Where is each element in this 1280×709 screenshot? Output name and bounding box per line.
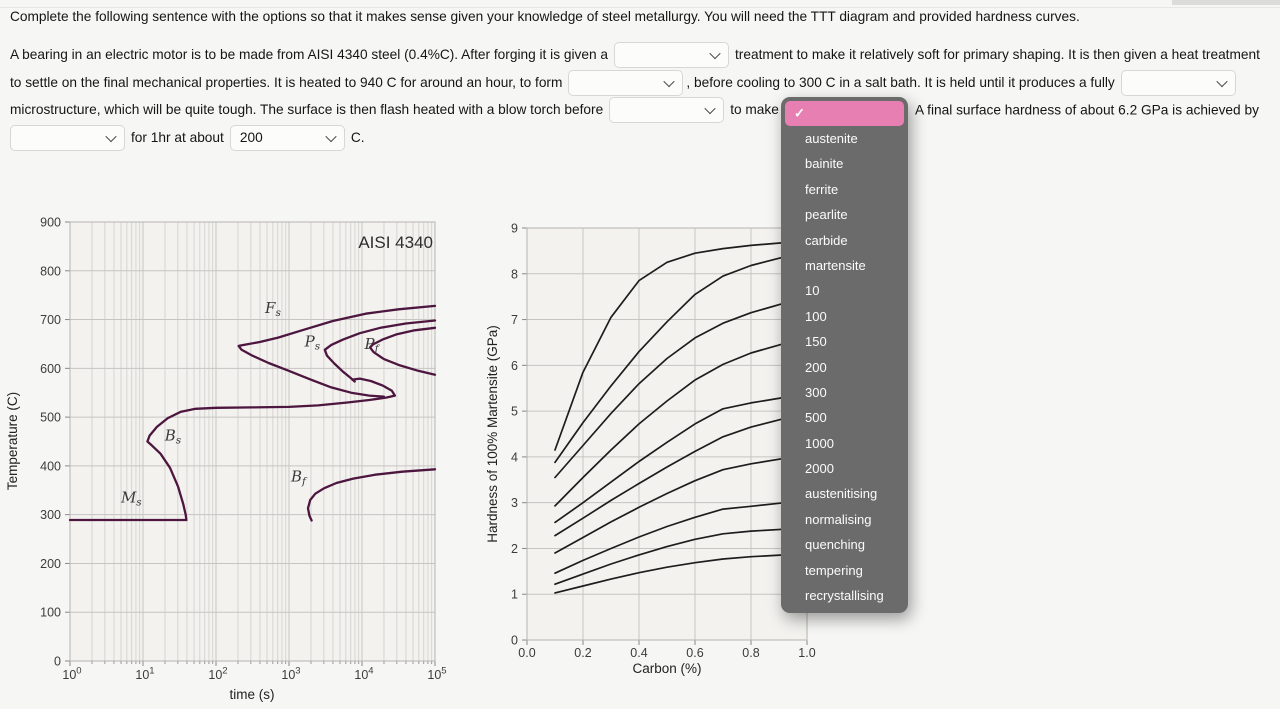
dropdown-option[interactable]: tempering — [805, 562, 863, 578]
svg-text:7: 7 — [511, 313, 518, 327]
sentence-line-3: to settle on the final mechanical proper… — [10, 69, 1280, 96]
select-surface-treatment[interactable] — [609, 96, 725, 123]
dropdown-option[interactable]: 150 — [805, 334, 827, 350]
svg-text:105: 105 — [427, 666, 446, 683]
dropdown-menu: ✓ austenite bainite ferrite pearlite carbide m… — [781, 97, 908, 614]
dropdown-option[interactable]: normalising — [805, 511, 872, 527]
svg-text:1.0: 1.0 — [798, 646, 815, 660]
svg-text:5: 5 — [511, 405, 518, 419]
dropdown-option[interactable]: recrystallising — [805, 588, 884, 604]
dropdown-option[interactable]: martensite — [805, 257, 866, 273]
svg-text:100: 100 — [40, 606, 61, 620]
line4-text-after: A final surface hardness of about 6.2 GP… — [915, 102, 1259, 117]
svg-text:time (s): time (s) — [230, 687, 275, 702]
svg-text:0.6: 0.6 — [686, 646, 703, 660]
svg-text:200: 200 — [40, 557, 61, 571]
dropdown-option[interactable]: carbide — [805, 232, 848, 248]
svg-text:103: 103 — [281, 666, 300, 683]
chevron-down-icon — [704, 102, 716, 114]
dropdown-option[interactable]: pearlite — [805, 207, 848, 223]
svg-text:4: 4 — [511, 450, 518, 464]
svg-text:Carbon (%): Carbon (%) — [632, 661, 701, 676]
dropdown-option[interactable]: ferrite — [805, 181, 839, 197]
svg-text:101: 101 — [135, 666, 154, 683]
svg-text:104: 104 — [354, 666, 373, 683]
select-phase-at-940c[interactable] — [568, 69, 684, 96]
dropdown-option[interactable]: 100 — [805, 308, 827, 324]
dropdown-option[interactable]: quenching — [805, 537, 865, 553]
svg-text:100: 100 — [62, 666, 81, 683]
svg-text:Ms: Ms — [120, 488, 142, 508]
svg-text:Bs: Bs — [164, 427, 182, 447]
svg-text:Temperature (C): Temperature (C) — [5, 392, 20, 490]
svg-text:102: 102 — [208, 666, 227, 683]
svg-text:900: 900 — [40, 216, 61, 230]
select-final-process[interactable] — [10, 124, 125, 151]
selected-temperature-value: 200 — [239, 130, 263, 145]
dropdown-option[interactable]: 2000 — [805, 461, 834, 477]
checkmark-icon: ✓ — [794, 105, 805, 121]
top-scrollbar-fragment[interactable] — [1172, 0, 1280, 5]
line3-text-after: , before cooling to 300 C in a salt bath… — [686, 75, 1115, 90]
svg-text:0.2: 0.2 — [574, 646, 591, 660]
dropdown-option[interactable]: 300 — [805, 384, 827, 400]
svg-text:500: 500 — [40, 411, 61, 425]
line5-text-mid: for 1hr at about — [131, 130, 224, 145]
select-fully-microstructure[interactable] — [1120, 69, 1236, 96]
svg-text:8: 8 — [511, 267, 518, 281]
dropdown-option[interactable]: austenite — [805, 131, 858, 146]
hardness-chart: 0.0 0.2 0.4 0.6 0.8 1.0 0 1 2 3 4 5 6 7 8 9 Carbon (%) Ha… — [485, 222, 816, 677]
select-pretreatment[interactable] — [613, 41, 729, 68]
svg-text:6: 6 — [511, 359, 518, 373]
svg-text:AISI 4340: AISI 4340 — [358, 233, 433, 252]
svg-text:1: 1 — [511, 588, 518, 602]
dropdown-option[interactable]: bainite — [805, 156, 844, 172]
instruction-text: Complete the following sentence with the… — [10, 9, 1080, 24]
svg-text:Pf: Pf — [363, 335, 380, 355]
svg-text:0: 0 — [54, 655, 61, 669]
dropdown-option[interactable]: 500 — [805, 410, 827, 426]
svg-text:300: 300 — [40, 508, 61, 522]
svg-text:Hardness of 100% Martensite (G: Hardness of 100% Martensite (GPa) — [485, 325, 500, 543]
svg-text:3: 3 — [511, 496, 518, 510]
line2-text-before: A bearing in an electric motor is to be … — [10, 47, 608, 62]
dropdown-option-selected-blank[interactable]: ✓ — [785, 101, 904, 126]
chevron-down-icon — [709, 47, 721, 59]
select-temperature[interactable]: 200 — [229, 124, 345, 151]
svg-text:2: 2 — [511, 542, 518, 556]
svg-text:0: 0 — [511, 634, 518, 648]
sentence-line-5: for 1hr at about 200 C. — [10, 124, 1280, 151]
svg-text:9: 9 — [511, 222, 518, 236]
svg-text:0.8: 0.8 — [742, 646, 759, 660]
line4-text-mid: to make — [730, 102, 779, 117]
chevron-down-icon — [105, 130, 117, 142]
svg-text:600: 600 — [40, 362, 61, 376]
sentence-line-4: microstructure, which will be quite toug… — [10, 96, 1280, 123]
line5-text-end: C. — [350, 130, 365, 145]
dropdown-option[interactable]: 1000 — [805, 435, 834, 451]
dropdown-option[interactable]: austenitising — [805, 486, 878, 502]
svg-text:Bf: Bf — [290, 467, 308, 487]
svg-text:0.4: 0.4 — [630, 646, 647, 660]
svg-text:400: 400 — [40, 459, 61, 473]
chevron-down-icon — [663, 75, 676, 87]
line4-text-before: microstructure, which will be quite toug… — [10, 102, 604, 117]
chevron-down-icon — [325, 130, 337, 142]
chevron-down-icon — [1216, 75, 1228, 87]
svg-text:0.0: 0.0 — [518, 646, 535, 660]
sentence-line-2: A bearing in an electric motor is to be … — [10, 41, 1280, 68]
top-divider — [0, 7, 1280, 8]
svg-text:Ps: Ps — [304, 332, 321, 352]
line3-text-before: to settle on the final mechanical proper… — [10, 75, 563, 90]
svg-text:700: 700 — [40, 313, 61, 327]
dropdown-option[interactable]: 10 — [805, 283, 820, 299]
svg-text:Fs: Fs — [264, 299, 281, 319]
line2-text-after: treatment to make it relatively soft for… — [734, 47, 1260, 62]
dropdown-option[interactable]: 200 — [805, 359, 827, 375]
svg-text:800: 800 — [40, 264, 61, 278]
